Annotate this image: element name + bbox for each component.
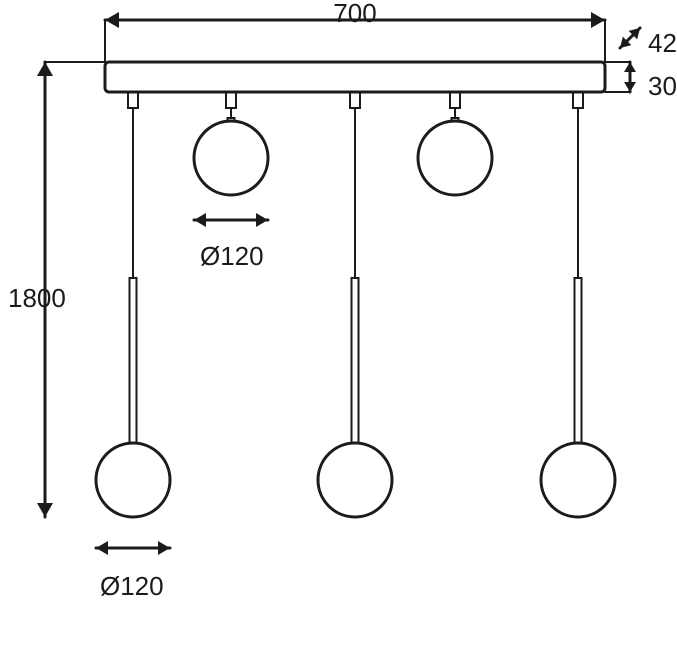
pendant-globe (194, 121, 268, 195)
dim-barheight-label: 30 (648, 71, 677, 101)
pendant-stem (575, 278, 582, 443)
ceiling-bar (105, 62, 605, 92)
dim-height-label: 1800 (8, 283, 66, 313)
connector (450, 92, 460, 108)
dim-diameter-label: Ø120 (200, 241, 264, 271)
dim-width-label: 700 (333, 0, 376, 28)
connector (128, 92, 138, 108)
pendant-globe (418, 121, 492, 195)
connector (226, 92, 236, 108)
dim-diameter-label: Ø120 (100, 571, 164, 601)
connector (573, 92, 583, 108)
connector (350, 92, 360, 108)
pendant-globe (318, 443, 392, 517)
pendant-stem (352, 278, 359, 443)
dim-depth-label: 42 (648, 28, 677, 58)
pendant-globe (96, 443, 170, 517)
pendant-globe (541, 443, 615, 517)
pendant-stem (130, 278, 137, 443)
